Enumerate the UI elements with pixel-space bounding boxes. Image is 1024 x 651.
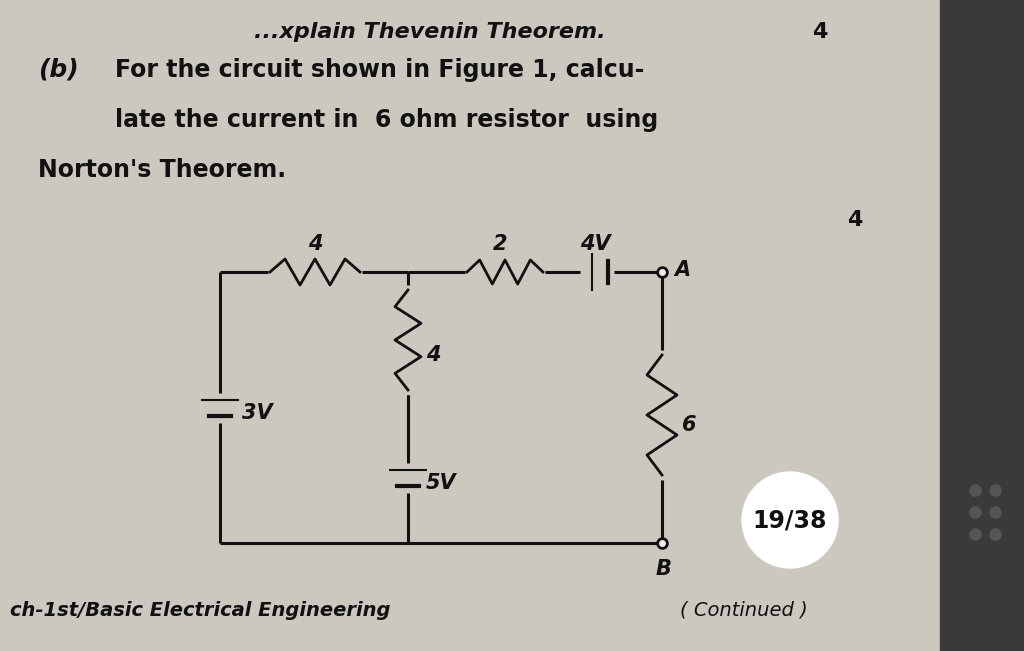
Text: 4: 4	[426, 345, 440, 365]
Text: (b): (b)	[38, 58, 79, 82]
Text: 6: 6	[682, 415, 696, 435]
Text: late the current in  6 ohm resistor  using: late the current in 6 ohm resistor using	[115, 108, 658, 132]
Text: Norton's Theorem.: Norton's Theorem.	[38, 158, 286, 182]
Text: ...xplain Thevenin Theorem.: ...xplain Thevenin Theorem.	[254, 22, 606, 42]
Text: 4: 4	[847, 210, 862, 230]
Text: 19/38: 19/38	[753, 508, 827, 532]
Text: 3V: 3V	[242, 403, 272, 423]
Text: 4V: 4V	[580, 234, 610, 254]
Text: 4: 4	[308, 234, 323, 254]
Text: For the circuit shown in Figure 1, calcu-: For the circuit shown in Figure 1, calcu…	[115, 58, 644, 82]
Text: ( Continued ): ( Continued )	[680, 601, 808, 620]
Bar	[940, 0, 1024, 651]
Text: 4: 4	[812, 22, 827, 42]
Text: B: B	[656, 559, 672, 579]
Text: A: A	[674, 260, 690, 280]
Text: 2: 2	[493, 234, 507, 254]
Text: ch-1st/Basic Electrical Engineering: ch-1st/Basic Electrical Engineering	[10, 601, 390, 620]
Circle shape	[742, 472, 838, 568]
Text: 5V: 5V	[426, 473, 457, 493]
